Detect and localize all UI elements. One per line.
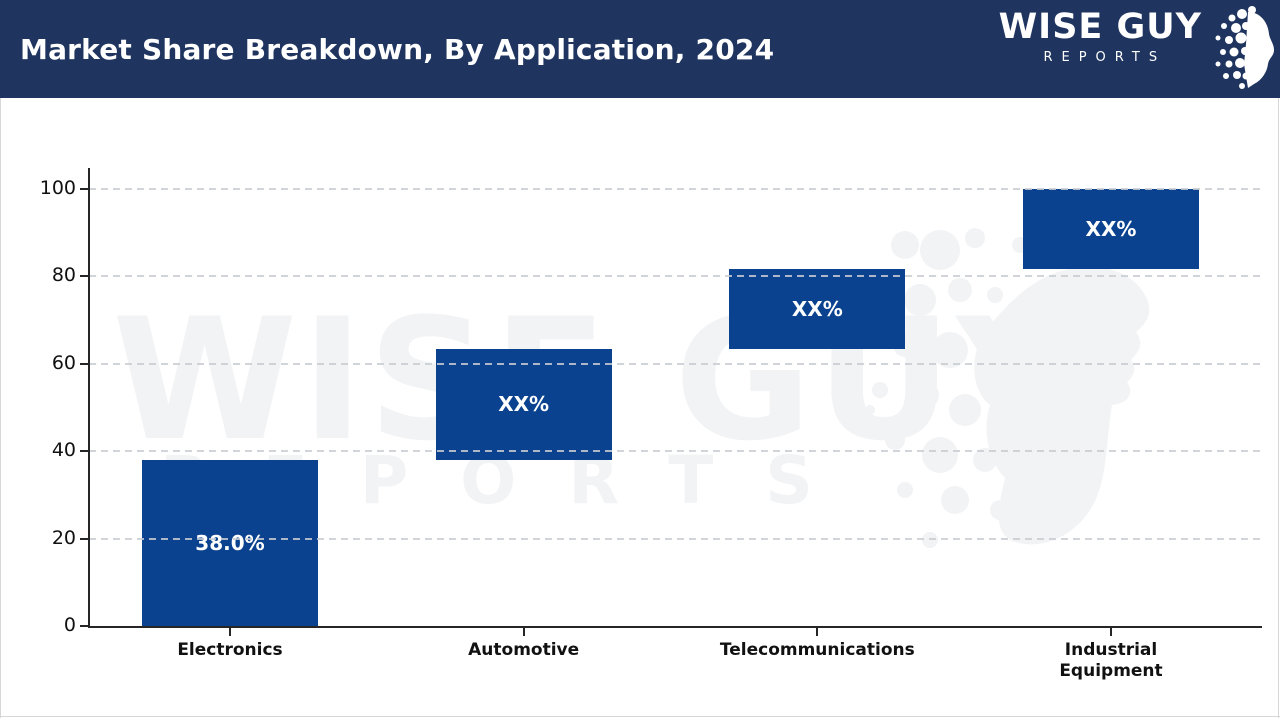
category-label-automotive: Automotive [414,640,634,661]
dotted-head-icon [1215,6,1274,89]
gridline-80 [89,275,1262,277]
bar-automotive: XX% [435,348,612,460]
bar-value-label: 38.0% [195,530,265,555]
y-tick-40 [80,450,88,452]
y-tick-100 [80,187,88,190]
y-axis-line [88,168,90,628]
bar-value-label: XX% [791,297,843,322]
y-tick-label-20: 20 [51,526,76,549]
left-border [0,98,1,718]
bar-value-label: XX% [1085,216,1137,241]
y-tick-20 [80,537,88,540]
bottom-border [0,716,1280,717]
gridline-20 [89,537,1262,540]
bar-electronics: 38.0% [142,459,318,626]
chart-title: Market Share Breakdown, By Application, … [20,32,775,66]
y-tick-label-0: 0 [63,614,76,636]
category-label-line: Automotive [468,640,580,660]
gridline-40 [89,450,1262,452]
category-label-line: Telecommunications [719,640,915,660]
bar-industrial-equipment: XX% [1023,188,1199,270]
category-label-electronics: Electronics [120,640,340,661]
category-label-telecommunications: Telecommunications [707,640,927,661]
y-tick-0 [80,625,88,627]
x-axis-line [88,626,1262,628]
y-tick-label-80: 80 [51,264,76,286]
y-tick-label-100: 100 [39,176,76,199]
right-border [1278,98,1279,718]
logo-text: WISE GUY [998,7,1202,47]
category-label-industrial-equipment: Industrial Equipment [1001,640,1221,681]
header-bar: Market Share Breakdown, By Application, … [0,0,1280,98]
bar-telecommunications: XX% [729,269,906,349]
y-tick-60 [80,362,88,365]
category-label-line: Industrial [1064,640,1158,660]
category-label-line: Electronics [177,640,283,660]
y-tick-label-60: 60 [51,351,76,374]
bar-value-label: XX% [498,392,550,417]
wise-guy-logo: WISE GUY REPORTS [998,7,1202,65]
x-tick-automotive [522,628,525,636]
gridline-100 [89,187,1262,190]
y-tick-80 [80,275,88,277]
x-tick-industrial-equipment [1110,628,1112,636]
x-tick-telecommunications [816,628,819,636]
category-label-line: Equipment [1059,660,1163,681]
watermark-head-icon [864,228,1150,548]
gridline-60 [89,362,1262,365]
x-tick-electronics [229,628,231,636]
logo-subtext: REPORTS [1043,50,1167,65]
y-tick-label-40: 40 [51,439,76,461]
